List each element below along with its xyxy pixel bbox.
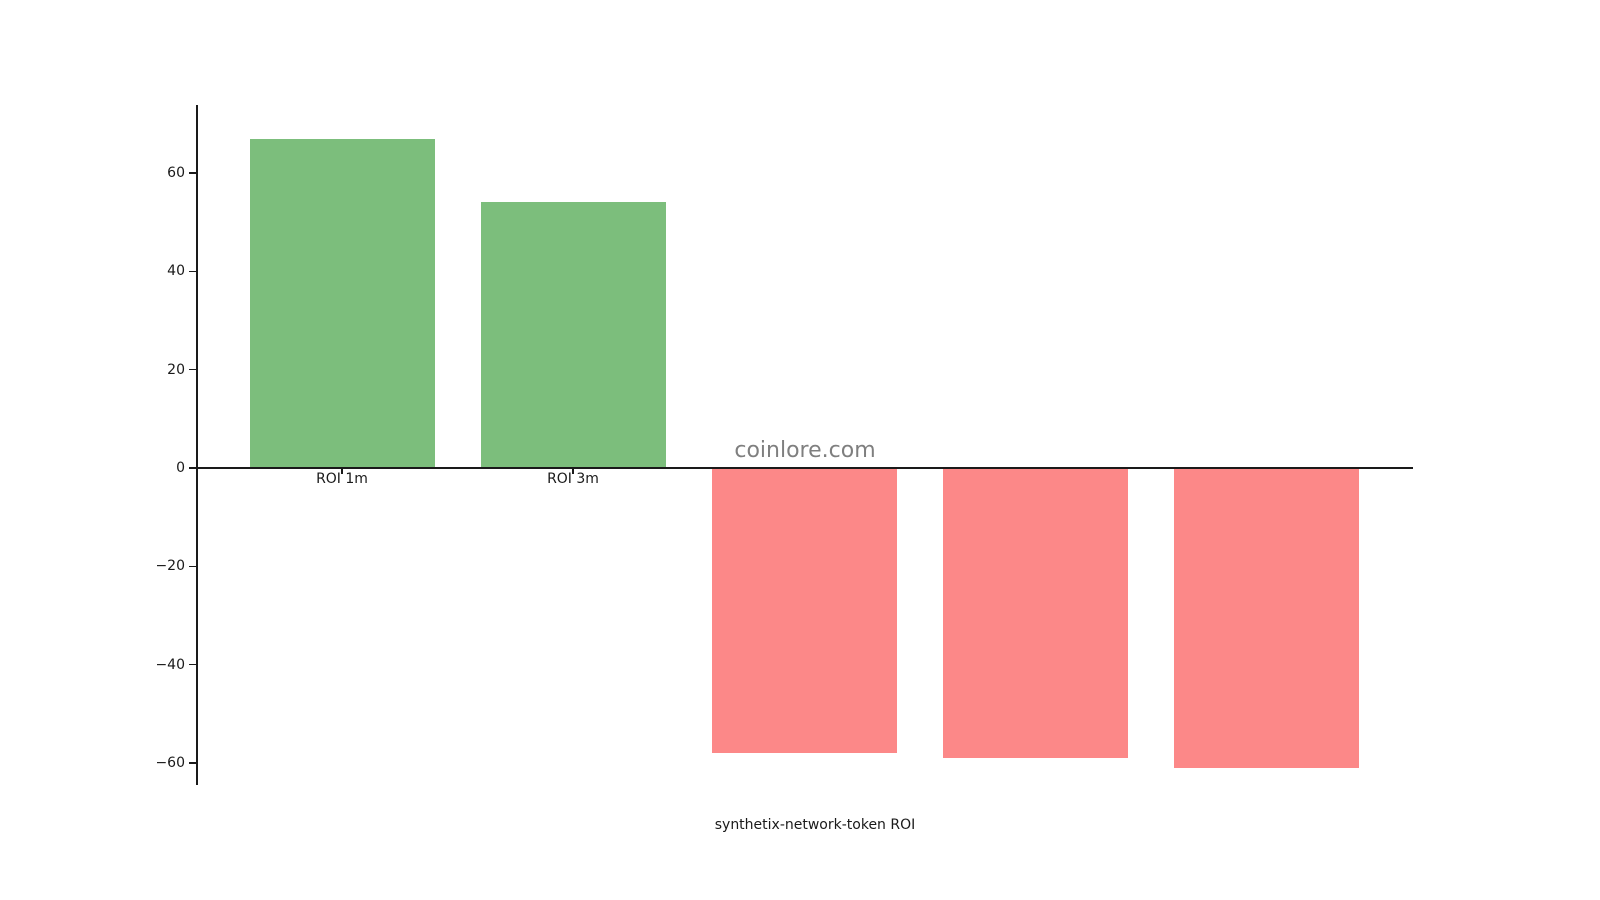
x-tick-mark — [572, 468, 574, 474]
y-tick-mark — [189, 762, 196, 764]
bar-negative-5 — [1173, 468, 1359, 768]
x-tick-label: ROI 3m — [547, 471, 599, 487]
y-tick-label: 0 — [176, 460, 185, 476]
y-axis-spine — [196, 105, 198, 786]
y-tick-mark — [189, 369, 196, 371]
chart-title: synthetix-network-token ROI — [714, 817, 916, 833]
y-tick-mark — [189, 270, 196, 272]
y-tick-label: 20 — [167, 361, 185, 378]
y-tick-label: −20 — [155, 558, 185, 575]
bar-roi-1m — [249, 138, 435, 468]
y-tick-mark — [189, 172, 196, 174]
x-tick-mark — [341, 468, 343, 474]
y-tick-label: −60 — [155, 755, 185, 772]
y-tick-mark — [189, 565, 196, 567]
y-tick-label: 40 — [167, 263, 185, 280]
watermark-text: coinlore.com — [734, 438, 876, 463]
y-tick-mark — [189, 467, 196, 469]
y-tick-label: 60 — [167, 164, 185, 181]
bar-negative-3 — [711, 468, 897, 754]
y-tick-mark — [189, 664, 196, 666]
bar-negative-4 — [942, 468, 1128, 759]
x-tick-label: ROI 1m — [316, 471, 368, 487]
bar-roi-3m — [480, 202, 666, 468]
y-tick-label: −40 — [155, 656, 185, 673]
zero-baseline — [196, 467, 1413, 469]
